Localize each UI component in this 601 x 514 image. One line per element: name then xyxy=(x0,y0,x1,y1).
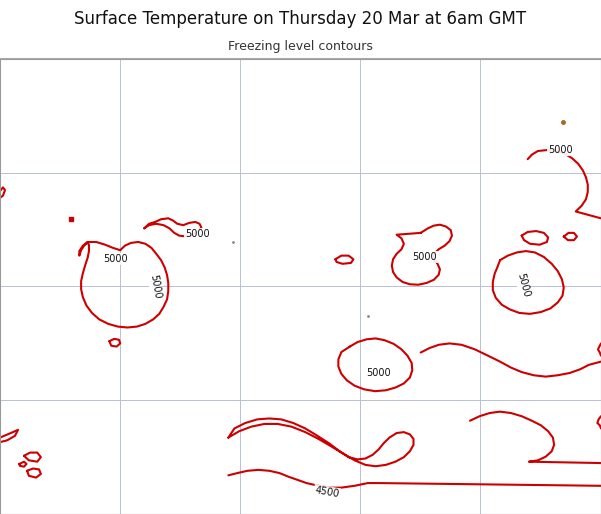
Text: 4500: 4500 xyxy=(314,485,340,499)
Text: Surface Temperature on Thursday 20 Mar at 6am GMT: Surface Temperature on Thursday 20 Mar a… xyxy=(75,10,526,28)
Text: 5000: 5000 xyxy=(148,273,162,300)
Text: 5000: 5000 xyxy=(367,368,391,378)
Text: 5000: 5000 xyxy=(412,252,436,262)
Text: 5000: 5000 xyxy=(548,145,572,155)
Text: 5000: 5000 xyxy=(185,229,209,239)
Text: 5000: 5000 xyxy=(103,254,127,264)
Text: 5000: 5000 xyxy=(515,271,531,298)
Text: Freezing level contours: Freezing level contours xyxy=(228,40,373,52)
